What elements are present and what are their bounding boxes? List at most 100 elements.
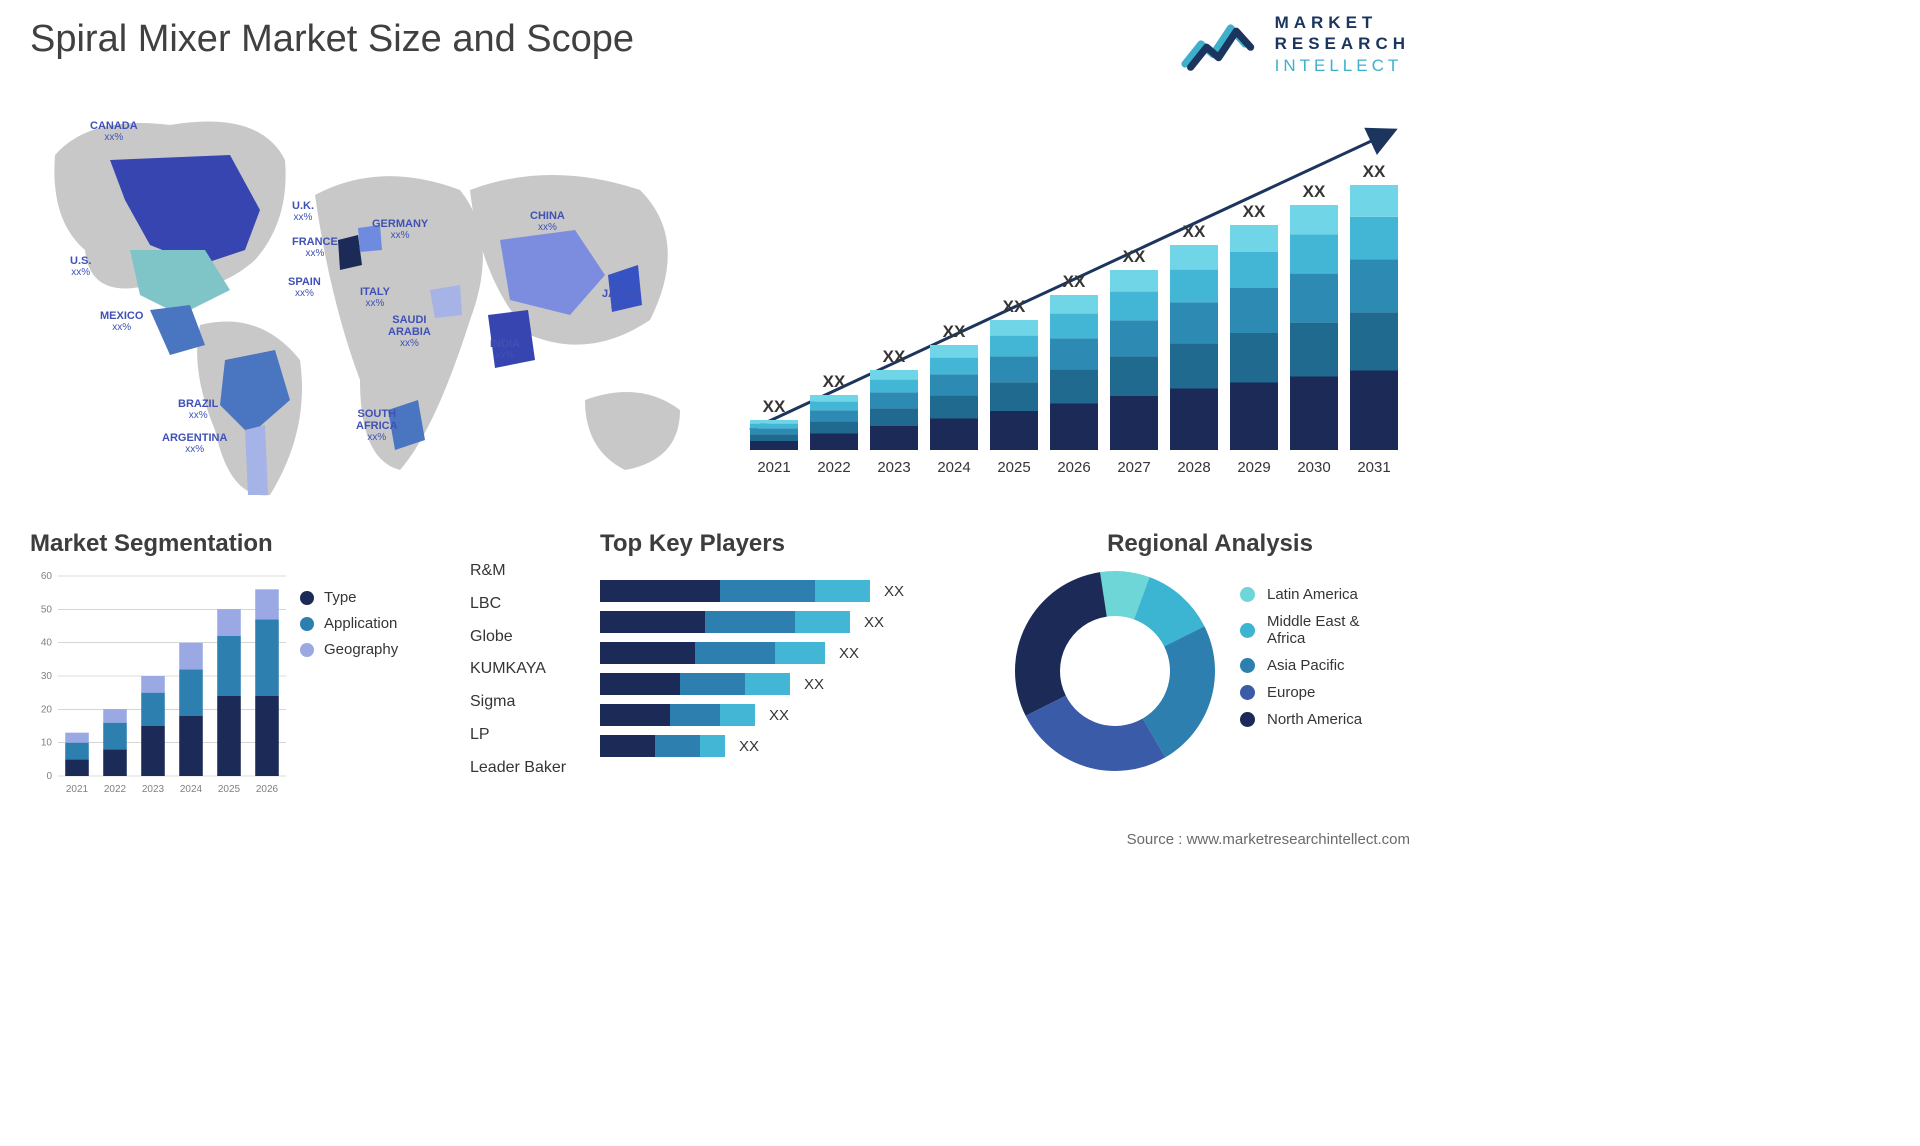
map-label: JAPANxx% <box>602 288 638 311</box>
tkp-seg <box>600 642 695 664</box>
tkp-bar <box>600 611 850 633</box>
tkp-row: XX <box>600 580 1000 602</box>
svg-text:2022: 2022 <box>104 784 127 795</box>
tkp-seg <box>680 673 745 695</box>
legend-swatch <box>1240 623 1255 638</box>
top-key-players-section: Top Key Players XXXXXXXXXXXX <box>600 530 1000 766</box>
map-label: BRAZILxx% <box>178 398 218 421</box>
map-label: GERMANYxx% <box>372 218 428 241</box>
regional-donut <box>1010 566 1220 776</box>
svg-text:2028: 2028 <box>1177 459 1210 476</box>
company-item: LP <box>470 719 566 752</box>
tkp-seg <box>600 704 670 726</box>
world-map: CANADAxx%U.S.xx%MEXICOxx%BRAZILxx%ARGENT… <box>30 100 710 500</box>
svg-text:XX: XX <box>1123 247 1146 266</box>
svg-text:10: 10 <box>41 738 53 749</box>
tkp-bar <box>600 735 725 757</box>
tkp-seg <box>720 704 755 726</box>
tkp-seg <box>795 611 850 633</box>
top-key-players-title: Top Key Players <box>600 530 1000 558</box>
tkp-seg <box>695 642 775 664</box>
svg-text:2027: 2027 <box>1117 459 1150 476</box>
tkp-row: XX <box>600 673 1000 695</box>
svg-text:2029: 2029 <box>1237 459 1270 476</box>
svg-text:30: 30 <box>41 671 53 682</box>
svg-text:2024: 2024 <box>180 784 203 795</box>
tkp-bar <box>600 642 825 664</box>
svg-text:2021: 2021 <box>66 784 89 795</box>
svg-text:XX: XX <box>943 322 966 341</box>
company-item: Sigma <box>470 686 566 719</box>
legend-label: Application <box>324 615 397 632</box>
company-item: KUMKAYA <box>470 653 566 686</box>
legend-swatch <box>1240 685 1255 700</box>
svg-text:2024: 2024 <box>937 459 970 476</box>
tkp-seg <box>670 704 720 726</box>
tkp-value: XX <box>839 645 859 662</box>
map-label: CANADAxx% <box>90 120 138 143</box>
company-list: R&MLBCGlobeKUMKAYASigmaLPLeader Baker <box>470 555 566 785</box>
segmentation-title: Market Segmentation <box>30 530 470 558</box>
map-label: FRANCExx% <box>292 236 338 259</box>
svg-text:0: 0 <box>46 771 52 782</box>
map-label: INDIAxx% <box>490 338 520 361</box>
legend-item: Application <box>300 615 398 632</box>
tkp-bar <box>600 704 755 726</box>
segmentation-section: Market Segmentation 0 10 20 30 40 50 60 2021 202… <box>30 530 470 800</box>
tkp-row: XX <box>600 642 1000 664</box>
tkp-value: XX <box>884 583 904 600</box>
svg-text:XX: XX <box>1243 202 1266 221</box>
svg-text:XX: XX <box>1003 297 1026 316</box>
svg-text:XX: XX <box>1063 272 1086 291</box>
tkp-seg <box>600 735 655 757</box>
map-label: ITALYxx% <box>360 286 390 309</box>
svg-text:60: 60 <box>41 571 53 582</box>
logo-line2: RESEARCH <box>1275 33 1410 54</box>
svg-text:XX: XX <box>763 397 786 416</box>
svg-text:40: 40 <box>41 638 53 649</box>
svg-text:50: 50 <box>41 604 53 615</box>
svg-text:2023: 2023 <box>142 784 165 795</box>
svg-text:2031: 2031 <box>1357 459 1390 476</box>
svg-text:XX: XX <box>1183 222 1206 241</box>
tkp-value: XX <box>739 738 759 755</box>
tkp-value: XX <box>769 707 789 724</box>
tkp-seg <box>705 611 795 633</box>
legend-item: Middle East &Africa <box>1240 613 1362 647</box>
tkp-seg <box>600 580 720 602</box>
legend-label: Geography <box>324 641 398 658</box>
regional-title: Regional Analysis <box>1010 530 1410 558</box>
tkp-value: XX <box>804 676 824 693</box>
legend-label: Type <box>324 589 357 606</box>
map-label: SAUDIARABIAxx% <box>388 314 431 349</box>
svg-text:2026: 2026 <box>1057 459 1090 476</box>
legend-item: Latin America <box>1240 586 1362 603</box>
svg-text:20: 20 <box>41 704 53 715</box>
tkp-seg <box>700 735 725 757</box>
tkp-seg <box>815 580 870 602</box>
source-line: Source : www.marketresearchintellect.com <box>1127 831 1410 848</box>
svg-text:2026: 2026 <box>256 784 279 795</box>
legend-item: Geography <box>300 641 398 658</box>
map-label: U.K.xx% <box>292 200 314 223</box>
tkp-bar <box>600 673 790 695</box>
tkp-seg <box>655 735 700 757</box>
growth-chart: XX2021XX2022XX2023XX2024XX2025XX2026XX20… <box>740 110 1410 490</box>
svg-text:2030: 2030 <box>1297 459 1330 476</box>
tkp-seg <box>745 673 790 695</box>
tkp-value: XX <box>864 614 884 631</box>
svg-text:2025: 2025 <box>997 459 1030 476</box>
tkp-bar <box>600 580 870 602</box>
map-label: U.S.xx% <box>70 255 91 278</box>
svg-text:XX: XX <box>883 347 906 366</box>
tkp-seg <box>600 611 705 633</box>
map-label: MEXICOxx% <box>100 310 143 333</box>
svg-text:XX: XX <box>823 372 846 391</box>
map-label: SOUTHAFRICAxx% <box>356 408 398 443</box>
page-title: Spiral Mixer Market Size and Scope <box>30 18 634 61</box>
svg-text:2021: 2021 <box>757 459 790 476</box>
legend-label: Latin America <box>1267 586 1358 603</box>
company-item: R&M <box>470 555 566 588</box>
legend-item: North America <box>1240 711 1362 728</box>
logo-line3: INTELLECT <box>1275 55 1410 76</box>
